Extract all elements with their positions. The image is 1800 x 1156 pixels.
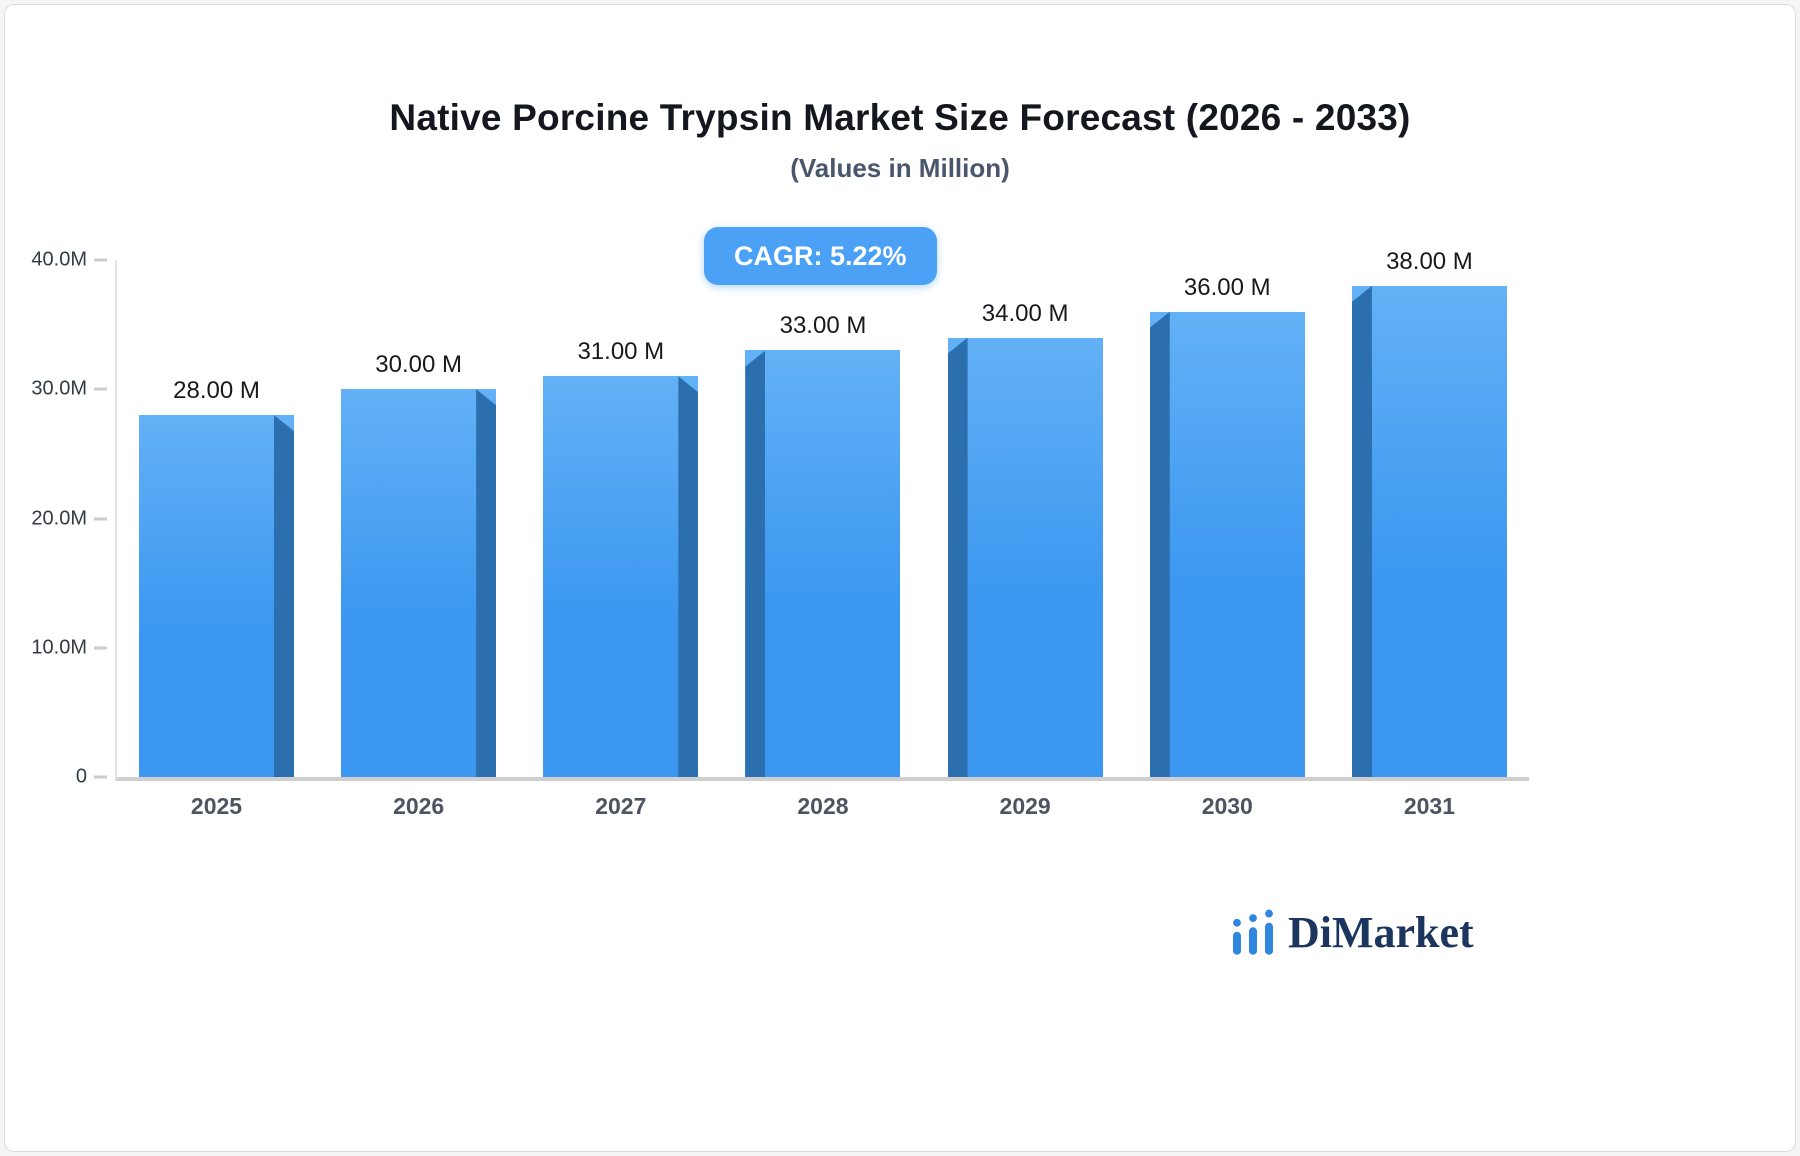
bar-3d-edge (1351, 285, 1372, 777)
brand-logo: DiMarket (1230, 907, 1474, 958)
bar-value-label: 33.00 M (779, 312, 867, 340)
bar: 36.00 M (1149, 274, 1305, 777)
x-axis-label: 2029 (999, 793, 1051, 819)
x-axis-label: 2026 (393, 793, 445, 819)
chart-subtitle: (Values in Million) (790, 153, 1010, 183)
chart-title: Native Porcine Trypsin Market Size Forec… (389, 97, 1411, 138)
y-axis-tick-label: 30.0M (31, 377, 87, 400)
y-axis-tick-mark (94, 646, 107, 650)
x-axis-label: 2027 (595, 793, 647, 819)
bar-3d-edge (947, 337, 968, 777)
y-axis-tick-label: 20.0M (31, 507, 87, 529)
bar: 28.00 M (139, 377, 294, 777)
bar-value-label: 34.00 M (981, 299, 1069, 327)
y-axis-tick-label: 40.0M (31, 248, 87, 271)
bar: 31.00 M (543, 338, 699, 777)
bar-value-label: 28.00 M (173, 377, 260, 405)
y-axis: 0 10.0M 20.0M 30.0M 40.0M (5, 249, 109, 788)
y-axis-tick-label: 0 (75, 765, 87, 788)
x-axis-label: 2028 (797, 793, 849, 819)
bars-row: 28.00 M 30.00 M 31.00 M 33.00 M 34.00 M 36.00… (117, 248, 1529, 777)
bar-chart-logo-icon (1233, 909, 1273, 955)
bar: 30.00 M (341, 351, 497, 777)
bar-3d-edge (745, 350, 766, 777)
bar-value-label: 36.00 M (1183, 273, 1271, 301)
x-axis-labels: 2025 2026 2027 2028 2029 2030 2031 (117, 793, 1529, 820)
x-axis-label: 2031 (1403, 793, 1456, 819)
y-axis-tick-mark (94, 387, 107, 391)
bar: 33.00 M (745, 312, 901, 777)
bar-value-label: 38.00 M (1386, 247, 1473, 275)
plot-area (115, 260, 1529, 781)
x-axis-label: 2030 (1201, 793, 1253, 819)
y-axis-tick-mark (94, 517, 107, 520)
bar-3d-edge (678, 376, 699, 777)
chart-card: Native Porcine Trypsin Market Size Forec… (4, 4, 1796, 1152)
bar: 34.00 M (947, 300, 1103, 777)
brand-name: DiMarket (1288, 908, 1474, 957)
y-axis-tick-label: 10.0M (31, 636, 87, 659)
bar-value-label: 30.00 M (375, 351, 463, 379)
cagr-badge: CAGR: 5.22% (704, 227, 937, 285)
bar-3d-edge (476, 389, 497, 777)
bar-3d-edge (1149, 311, 1170, 777)
y-axis-tick-mark (94, 775, 107, 779)
bar: 38.00 M (1351, 248, 1507, 777)
x-axis-label: 2025 (190, 793, 243, 819)
bar-3d-edge (274, 415, 294, 777)
bar-value-label: 31.00 M (577, 338, 665, 366)
y-axis-tick-mark (94, 258, 107, 262)
